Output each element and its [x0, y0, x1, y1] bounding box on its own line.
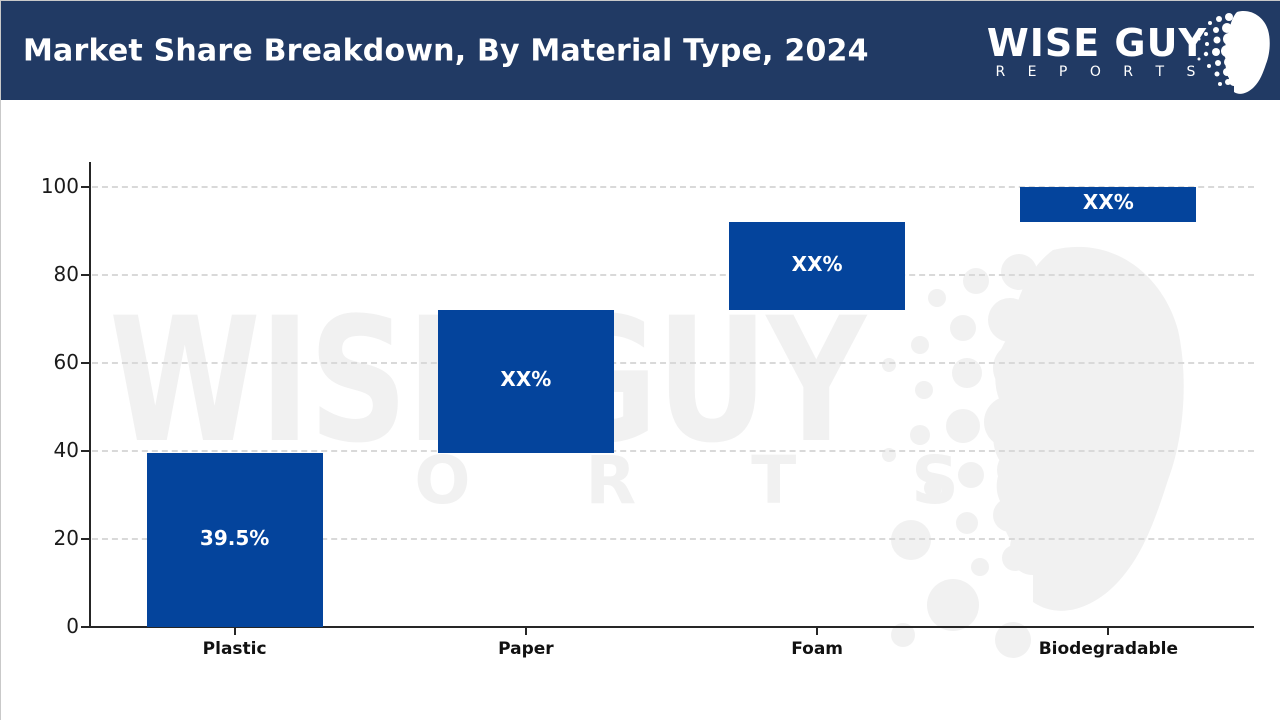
gridline-60 — [92, 361, 1254, 364]
y-axis-line — [89, 162, 91, 628]
y-axis-tick-0 — [81, 626, 89, 628]
bar-value-label: 39.5% — [199, 526, 270, 550]
wiseguy-face-icon — [1197, 11, 1270, 94]
y-axis-label-20: 20 — [53, 525, 79, 550]
y-axis-tick-80 — [81, 273, 89, 276]
x-axis-tick — [524, 628, 527, 635]
y-axis-label-80: 80 — [53, 261, 79, 286]
x-axis-tick — [816, 628, 819, 635]
x-axis-line — [89, 626, 1254, 628]
x-axis-label-biodegradable: Biodegradable — [1038, 639, 1179, 659]
wiseguy-logo: WISE GUY R E P O R T S — [987, 7, 1275, 95]
gridline-40 — [92, 449, 1254, 452]
gridline-80 — [92, 273, 1254, 276]
bar-biodegradable — [1020, 186, 1197, 222]
watermark-subtitle: P O R T S — [251, 442, 1005, 519]
bar-paper — [437, 309, 614, 453]
gridline-20 — [92, 537, 1254, 540]
wiseguy-logo-text: WISE GUY R E P O R T S — [987, 23, 1207, 80]
y-axis-tick-20 — [81, 537, 89, 540]
y-axis-tick-100 — [81, 185, 89, 188]
y-axis-label-60: 60 — [53, 349, 79, 374]
bar-value-label: XX% — [791, 251, 843, 276]
x-axis-tick — [1107, 628, 1110, 635]
bar-foam — [729, 221, 906, 310]
y-axis-label-40: 40 — [53, 437, 79, 462]
watermark-face-icon — [882, 246, 1184, 658]
wiseguy-logo-subtitle: R E P O R T S — [995, 63, 1205, 80]
plot-area: WISE GUY P O R T S 0 20 40 60 80 100 39.5% Plas… — [1, 100, 1280, 721]
bar-value-label: XX% — [500, 367, 552, 392]
y-axis-label-100: 100 — [40, 173, 79, 198]
header-bar: Market Share Breakdown, By Material Type… — [1, 1, 1280, 100]
gridline-100 — [92, 185, 1254, 188]
x-axis-label-paper: Paper — [498, 639, 554, 659]
chart-title: Market Share Breakdown, By Material Type… — [23, 33, 869, 68]
bar-plastic — [146, 453, 323, 627]
x-axis-label-plastic: Plastic — [202, 639, 267, 659]
bar-value-label: XX% — [1082, 190, 1134, 215]
y-axis-label-0: 0 — [66, 614, 79, 638]
y-axis-tick-40 — [81, 449, 89, 452]
x-axis-label-foam: Foam — [791, 639, 844, 659]
y-axis-tick-60 — [81, 361, 89, 364]
wiseguy-logo-wordmark: WISE GUY — [986, 20, 1207, 65]
x-axis-tick — [233, 628, 236, 635]
